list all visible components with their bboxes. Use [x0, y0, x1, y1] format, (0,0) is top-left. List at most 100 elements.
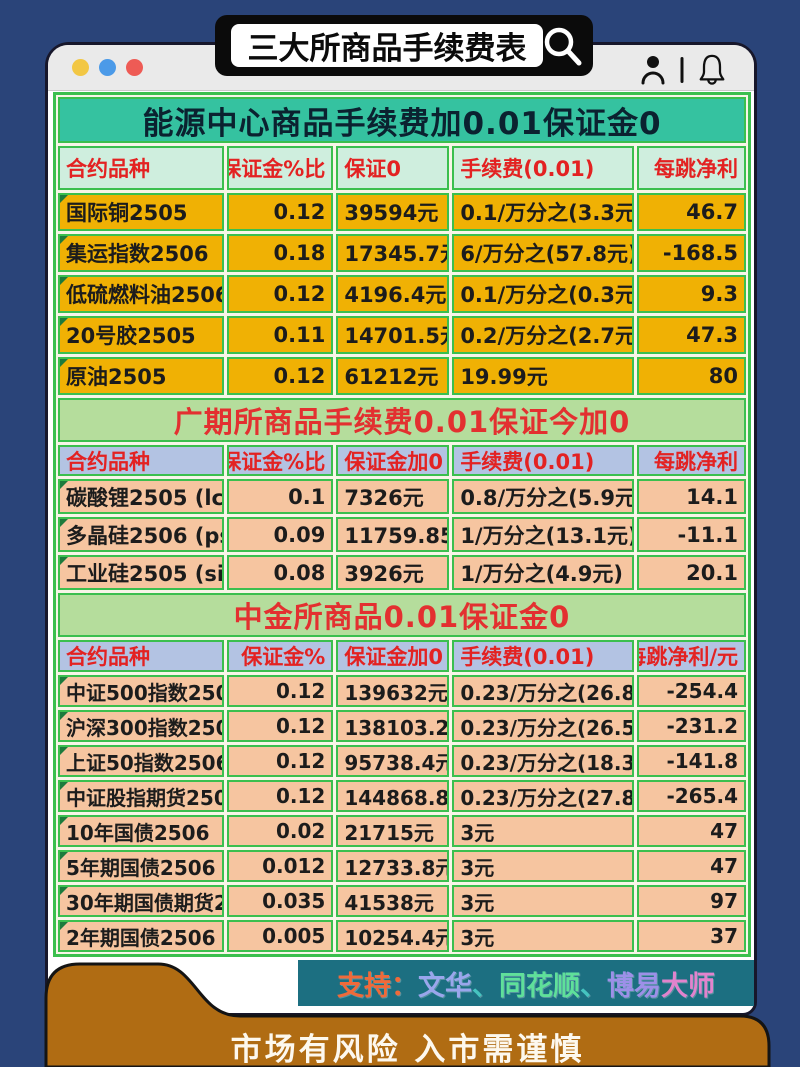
- table-cell: 0.8/万分之(5.9元): [452, 479, 634, 514]
- table-row: 国际铜2505 0.12 39594元 0.1/万分之(3.3元) 46.7: [58, 193, 746, 231]
- table-title: 广期所商品手续费0.01保证今加0: [58, 398, 746, 442]
- header-cell: 每跳净利: [636, 146, 746, 190]
- table-cell: 11759.85元: [336, 517, 450, 552]
- table-cell: 12733.8元: [336, 850, 450, 882]
- table-cell: 1/万分之(13.1元): [452, 517, 634, 552]
- supported-platforms-strip: 支持： 文华、同花顺、博易 大师: [298, 960, 754, 1006]
- table-cell: 中证500指数2504: [58, 675, 225, 707]
- traffic-light-red[interactable]: [126, 59, 143, 76]
- table-cell: 0.1: [227, 479, 334, 514]
- table-row: 原油2505 0.12 61212元 19.99元 80: [58, 357, 746, 395]
- table-title: 能源中心商品手续费加0.01保证金0: [58, 97, 746, 143]
- platform-name: 同花顺: [499, 970, 580, 1002]
- table-cell: 碳酸锂2505 (lc2: [58, 479, 225, 514]
- table-row: 多晶硅2506 (ps20.0911759.85元1/万分之(13.1元)-11…: [58, 517, 746, 552]
- table-cell: 0.09: [227, 517, 334, 552]
- table-row: 低硫燃料油2506 0.12 4196.4元 0.1/万分之(0.3元) 9.3: [58, 275, 746, 313]
- table-cell: -254.4: [636, 675, 746, 707]
- table-cell: 0.12: [227, 780, 334, 812]
- table-row: 沪深300指数25060.12138103.2元0.23/万分之(26.5-23…: [58, 710, 746, 742]
- header-cell: 手续费(0.01): [452, 640, 634, 672]
- table-cell: 9.3: [636, 275, 746, 313]
- table-cell: 沪深300指数2506: [58, 710, 225, 742]
- table-cell: 37: [636, 920, 746, 952]
- traffic-light-blue[interactable]: [99, 59, 116, 76]
- table-cell: 0.18: [227, 234, 334, 272]
- cffex-table: 中金所商品0.01保证金0合约品种保证金%保证金加0手续费(0.01)每跳净利/…: [58, 593, 746, 952]
- table-cell: 47: [636, 850, 746, 882]
- header-cell: 手续费(0.01): [452, 146, 634, 190]
- header-cell: 合约品种: [58, 445, 225, 476]
- table-cell: 3元: [452, 885, 634, 917]
- table-cell: 97: [636, 885, 746, 917]
- table-row: 碳酸锂2505 (lc2 0.1 7326元 0.8/万分之(5.9元) 14.1: [58, 479, 746, 514]
- table-cell: 国际铜2505: [58, 193, 225, 231]
- table-cell: 41538元: [336, 885, 450, 917]
- table-cell: 多晶硅2506 (ps2: [58, 517, 225, 552]
- table-cell: 14701.5元: [336, 316, 450, 354]
- header-row: 合约品种 保证金%比 保证金加0 手续费(0.01) 每跳净利: [58, 445, 746, 476]
- page-title[interactable]: 三大所商品手续费表: [231, 24, 543, 67]
- guangzhou-exchange-table: 广期所商品手续费0.01保证今加0 合约品种 保证金%比 保证金加0 手续费(0.01)…: [58, 398, 746, 590]
- table-cell: 0.02: [227, 815, 334, 847]
- header-cell: 每跳净利/元: [636, 640, 746, 672]
- table-cell: 0.12: [227, 745, 334, 777]
- table-row: 中证500指数25040.12139632元0.23/万分之(26.8-254.…: [58, 675, 746, 707]
- table-cell: 0.12: [227, 710, 334, 742]
- table-row: 工业硅2505 (si2 0.08 3926元 1/万分之(4.9元) 20.1: [58, 555, 746, 590]
- table-cell: 0.11: [227, 316, 334, 354]
- table-cell: 0.08: [227, 555, 334, 590]
- table-cell: 47: [636, 815, 746, 847]
- table-cell: 138103.2元: [336, 710, 450, 742]
- table-row: 中证股指期货25060.12144868.8元0.23/万分之(27.8-265…: [58, 780, 746, 812]
- table-cell: 中证股指期货2506: [58, 780, 225, 812]
- table-cell: 0.12: [227, 275, 334, 313]
- table-cell: -265.4: [636, 780, 746, 812]
- person-icon[interactable]: [638, 53, 668, 85]
- table-cell: 0.23/万分之(26.5: [452, 710, 634, 742]
- platform-name: 博易: [607, 970, 661, 1002]
- table-cell: 80: [636, 357, 746, 395]
- table-row: 10年国债2506 0.02 21715元 3元 47: [58, 815, 746, 847]
- table-cell: 0.1/万分之(3.3元): [452, 193, 634, 231]
- table-cell: 10年国债2506: [58, 815, 225, 847]
- header-cell: 保证金加0: [336, 640, 450, 672]
- table-cell: 3926元: [336, 555, 450, 590]
- table-cell: 6/万分之(57.8元): [452, 234, 634, 272]
- header-cell: 手续费(0.01): [452, 445, 634, 476]
- table-cell: 0.012: [227, 850, 334, 882]
- separator-bar: [680, 57, 684, 83]
- table-cell: 17345.7元: [336, 234, 450, 272]
- header-row: 合约品种 保证金%比 保证0 手续费(0.01) 每跳净利: [58, 146, 746, 190]
- table-cell: 144868.8元: [336, 780, 450, 812]
- table-cell: 95738.4元: [336, 745, 450, 777]
- table-cell: 工业硅2505 (si2: [58, 555, 225, 590]
- table-cell: 4196.4元: [336, 275, 450, 313]
- table-cell: 21715元: [336, 815, 450, 847]
- table-cell: 10254.4元: [336, 920, 450, 952]
- energy-center-table: 能源中心商品手续费加0.01保证金0 合约品种 保证金%比 保证0 手续费(0.01) 每…: [58, 97, 746, 395]
- traffic-light-yellow[interactable]: [72, 59, 89, 76]
- search-bar[interactable]: 三大所商品手续费表: [215, 15, 593, 76]
- header-cell: 保证0: [336, 146, 450, 190]
- table-row: 2年期国债2506 0.005 10254.4元 3元 37: [58, 920, 746, 952]
- risk-disclaimer: 市场有风险 入市需谨慎: [230, 1032, 585, 1067]
- bell-icon[interactable]: [696, 53, 728, 85]
- table-cell: -231.2: [636, 710, 746, 742]
- table-cell: 20.1: [636, 555, 746, 590]
- fee-tables: 能源中心商品手续费加0.01保证金0 合约品种 保证金%比 保证0 手续费(0.01) 每…: [53, 92, 751, 957]
- header-cell: 合约品种: [58, 146, 225, 190]
- table-cell: 0.12: [227, 193, 334, 231]
- table-cell: 39594元: [336, 193, 450, 231]
- magnifier-icon[interactable]: [540, 24, 585, 69]
- table-cell: 3元: [452, 850, 634, 882]
- table-cell: 7326元: [336, 479, 450, 514]
- table-cell: 19.99元: [452, 357, 634, 395]
- table-cell: 30年期国债期货25: [58, 885, 225, 917]
- platform-name: 大师: [661, 970, 715, 1002]
